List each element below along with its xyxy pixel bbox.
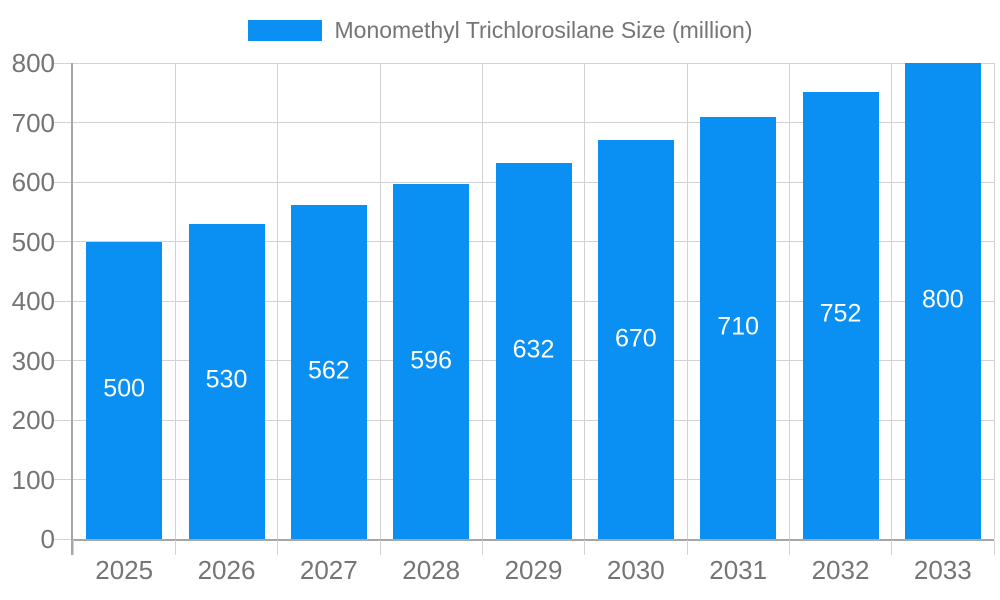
v-gridline (481, 63, 483, 539)
x-axis-tick (993, 540, 995, 555)
bar-value-label: 752 (819, 299, 862, 328)
x-axis-tick-label: 2031 (709, 555, 768, 585)
x-axis-tick-label: 2025 (95, 555, 154, 585)
y-axis-tick (52, 538, 71, 540)
bar-2030: 670 (597, 140, 674, 539)
h-gridline (73, 122, 994, 123)
plot-area: 0 100 200 300 400 500 600 700 800 500 2025 530 2026 5… (12, 48, 995, 585)
y-axis-tick-label: 0 (40, 524, 55, 554)
x-axis-tick-label: 2032 (811, 555, 870, 585)
y-axis-tick (52, 479, 71, 480)
v-gridline (379, 63, 381, 539)
x-axis-tick (72, 540, 74, 555)
y-axis-tick-label: 500 (11, 226, 55, 257)
x-axis-tick (891, 540, 893, 555)
v-gridline (277, 63, 279, 539)
v-gridline (993, 63, 995, 539)
legend-series-label: Monomethyl Trichlorosilane Size (million… (334, 16, 753, 43)
bar-value-label: 562 (307, 356, 350, 385)
bar-2027: 562 (290, 204, 367, 539)
x-axis-tick (584, 540, 586, 555)
y-axis-tick-label: 200 (11, 405, 55, 435)
x-axis-line (73, 539, 994, 541)
v-gridline (584, 63, 586, 539)
y-axis-tick (52, 241, 71, 242)
y-axis-tick-label: 400 (11, 286, 55, 316)
x-axis-tick (686, 540, 688, 555)
x-axis-tick (174, 540, 176, 555)
x-axis-tick (481, 540, 483, 555)
y-axis-tick-label: 600 (11, 167, 55, 197)
y-axis-tick-label: 300 (11, 345, 55, 376)
bar-2033: 800 (904, 63, 981, 539)
v-gridline (686, 63, 688, 539)
y-axis-tick (52, 181, 71, 183)
x-axis-tick-label: 2026 (197, 555, 256, 585)
bar-2026: 530 (188, 223, 265, 539)
y-axis-tick-label: 800 (11, 48, 55, 78)
bar-2029: 632 (495, 162, 572, 539)
y-axis-line (71, 63, 73, 555)
x-axis-tick-label: 2027 (299, 555, 358, 585)
bar-value-label: 632 (512, 335, 555, 364)
y-axis-tick-label: 700 (11, 107, 55, 138)
y-axis-tick (52, 360, 71, 361)
y-axis-tick (52, 300, 71, 302)
v-gridline (891, 63, 893, 539)
bar-value-label: 800 (921, 285, 964, 314)
x-axis-tick (379, 540, 381, 555)
legend-swatch (247, 19, 322, 41)
bar-2031: 710 (700, 116, 777, 539)
bar-value-label: 670 (614, 323, 657, 352)
bar-value-label: 530 (205, 365, 248, 394)
h-gridline (73, 62, 994, 64)
chart-legend: Monomethyl Trichlorosilane Size (million… (0, 16, 1000, 44)
y-axis-tick (52, 419, 71, 421)
v-gridline (174, 63, 176, 539)
y-axis-tick-label: 100 (11, 464, 55, 495)
x-axis-tick-label: 2033 (913, 555, 972, 585)
v-gridline (788, 63, 790, 539)
bar-value-label: 596 (410, 346, 453, 375)
bar-2028: 596 (393, 184, 470, 539)
x-axis-tick-label: 2028 (402, 555, 461, 585)
bar-value-label: 710 (717, 312, 760, 341)
x-axis-tick (788, 540, 790, 555)
x-axis-tick-label: 2029 (504, 555, 563, 585)
bar-2025: 500 (86, 241, 163, 539)
bar-value-label: 500 (103, 374, 146, 403)
x-axis-tick (277, 540, 279, 555)
bar-2032: 752 (802, 91, 879, 539)
x-axis-tick-label: 2030 (606, 555, 665, 585)
y-axis-tick (52, 62, 71, 64)
y-axis-tick (52, 122, 71, 123)
